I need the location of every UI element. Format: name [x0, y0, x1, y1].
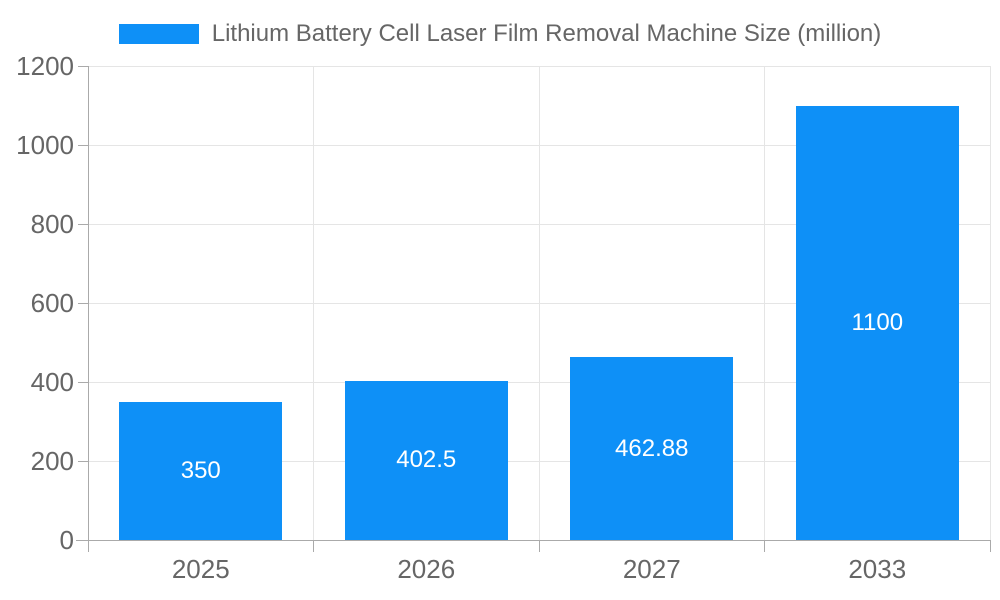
bar-value-label: 462.88: [615, 434, 689, 462]
y-axis-tick: [78, 539, 88, 541]
x-axis-category-label: 2033: [848, 554, 907, 584]
legend-label: Lithium Battery Cell Laser Film Removal …: [211, 20, 882, 47]
x-axis-category-label: 2027: [622, 554, 681, 584]
y-axis-tick: [78, 223, 88, 225]
y-axis-tick-label: 1200: [16, 51, 74, 81]
bar-value-label: 350: [180, 456, 221, 484]
y-axis-tick: [78, 144, 88, 146]
v-gridline: [764, 66, 765, 540]
y-axis-line: [88, 66, 89, 552]
bar: 1100: [795, 105, 959, 540]
y-axis-tick: [78, 65, 88, 67]
y-axis-tick: [78, 381, 88, 383]
y-axis-tick: [78, 460, 88, 462]
legend-swatch-icon[interactable]: [118, 24, 199, 44]
bar-value-label: 1100: [851, 308, 904, 336]
y-axis-tick-label: 800: [30, 209, 74, 239]
v-gridline: [989, 66, 991, 540]
v-gridline: [313, 66, 314, 540]
x-axis-tick: [538, 540, 540, 552]
x-axis-tick: [989, 540, 991, 552]
legend[interactable]: Lithium Battery Cell Laser Film Removal …: [0, 20, 1000, 48]
y-axis-tick-label: 1000: [16, 130, 74, 160]
x-axis-tick: [313, 540, 314, 552]
v-gridline: [538, 66, 540, 540]
plot-area: 0 200 400 600 800 1000 1200 2025 2026 2027 2033 350…: [16, 53, 991, 584]
x-axis-line: [76, 540, 990, 541]
x-axis-category-label: 2026: [397, 554, 456, 584]
bar: 350: [119, 401, 283, 540]
x-axis-category-label: 2025: [171, 554, 230, 584]
bar-value-label: 402.5: [396, 446, 457, 474]
y-axis-tick-label: 0: [59, 525, 74, 555]
y-axis-tick-label: 400: [30, 367, 74, 397]
y-axis-tick-label: 600: [30, 288, 74, 318]
bar: 462.88: [570, 357, 734, 540]
y-axis-tick: [78, 302, 88, 304]
bar: 402.5: [344, 381, 508, 540]
y-axis-tick-label: 200: [30, 446, 74, 476]
x-axis-tick: [764, 540, 765, 552]
